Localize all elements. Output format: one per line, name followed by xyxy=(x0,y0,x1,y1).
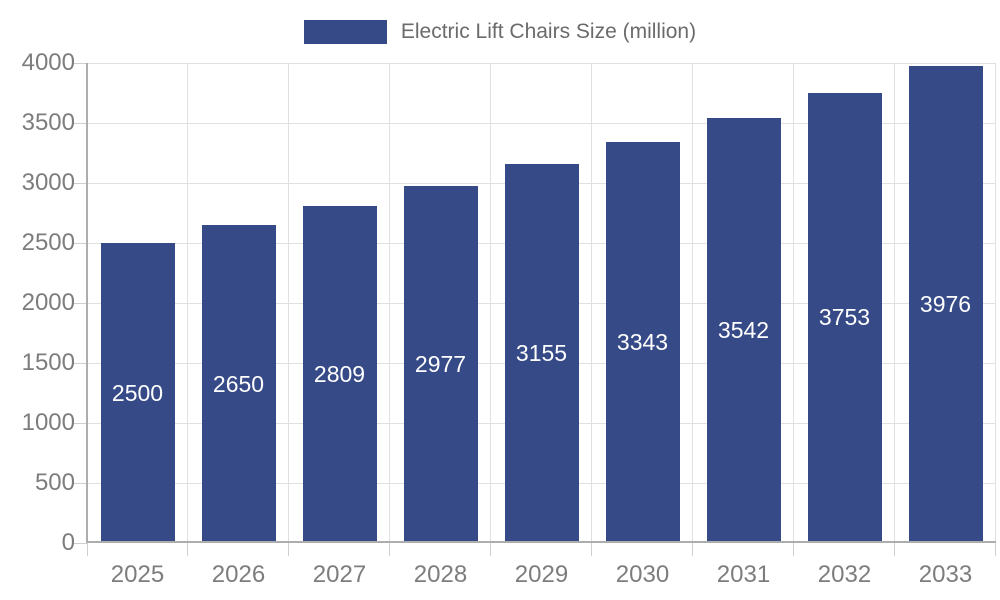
x-axis-label: 2027 xyxy=(312,561,367,588)
bar-value-label: 2650 xyxy=(212,370,265,397)
v-gridline xyxy=(288,63,289,543)
y-axis-tick xyxy=(73,63,87,64)
y-axis-tick xyxy=(73,543,87,544)
x-axis-label: 2025 xyxy=(110,561,165,588)
y-axis-label: 4000 xyxy=(21,49,75,76)
x-axis-tick xyxy=(692,543,693,556)
v-gridline xyxy=(389,63,390,543)
x-axis-tick xyxy=(894,543,895,556)
x-axis-tick xyxy=(187,543,188,556)
y-axis-label: 2000 xyxy=(21,289,75,316)
bar-value-label: 3976 xyxy=(919,290,972,317)
y-axis-tick xyxy=(73,243,87,244)
x-axis-label: 2033 xyxy=(918,561,973,588)
bar-value-label: 2500 xyxy=(111,379,164,406)
legend[interactable]: Electric Lift Chairs Size (million) xyxy=(0,19,1000,45)
x-axis-tick xyxy=(389,543,390,556)
bar[interactable]: 3155 xyxy=(504,164,579,543)
bar[interactable]: 3976 xyxy=(908,65,983,543)
y-axis-tick xyxy=(73,483,87,484)
bar[interactable]: 2977 xyxy=(403,185,478,543)
bar-value-label: 2977 xyxy=(414,350,467,377)
v-gridline xyxy=(793,63,794,543)
x-axis-tick xyxy=(591,543,592,556)
h-gridline xyxy=(87,123,996,124)
x-axis-tick xyxy=(793,543,794,556)
y-axis-label: 2500 xyxy=(21,229,75,256)
bar-value-label: 3753 xyxy=(818,304,871,331)
y-axis-tick xyxy=(73,183,87,184)
bar[interactable]: 2809 xyxy=(302,205,377,543)
v-gridline xyxy=(591,63,592,543)
bar-value-label: 2809 xyxy=(313,360,366,387)
bar[interactable]: 3343 xyxy=(605,141,680,543)
h-gridline xyxy=(87,63,996,64)
x-axis-tick xyxy=(87,543,88,556)
x-axis-label: 2032 xyxy=(817,561,872,588)
bar-value-label: 3155 xyxy=(515,340,568,367)
y-axis-label: 3000 xyxy=(21,169,75,196)
x-axis-label: 2029 xyxy=(514,561,569,588)
y-axis-tick xyxy=(73,423,87,424)
x-axis-tick xyxy=(995,543,996,556)
x-axis-label: 2030 xyxy=(615,561,670,588)
v-gridline xyxy=(894,63,895,543)
bar-value-label: 3343 xyxy=(616,328,669,355)
y-axis-label: 500 xyxy=(34,469,75,496)
bar[interactable]: 3753 xyxy=(807,92,882,543)
y-axis-line xyxy=(86,63,88,543)
v-gridline xyxy=(692,63,693,543)
y-axis-label: 0 xyxy=(61,529,75,556)
bar[interactable]: 2650 xyxy=(201,225,276,543)
bar[interactable]: 2500 xyxy=(100,243,175,543)
bar-value-label: 3542 xyxy=(717,316,770,343)
x-axis-label: 2026 xyxy=(211,561,266,588)
legend-label: Electric Lift Chairs Size (million) xyxy=(400,20,697,43)
y-axis-label: 1000 xyxy=(21,409,75,436)
y-axis-label: 3500 xyxy=(21,109,75,136)
legend-swatch xyxy=(303,20,387,44)
x-axis-tick xyxy=(490,543,491,556)
y-axis-label: 1500 xyxy=(21,349,75,376)
y-axis-tick xyxy=(73,123,87,124)
x-axis-line xyxy=(87,541,996,543)
x-axis-label: 2028 xyxy=(413,561,468,588)
v-gridline xyxy=(187,63,188,543)
y-axis-tick xyxy=(73,303,87,304)
bar[interactable]: 3542 xyxy=(706,117,781,543)
x-axis-tick xyxy=(288,543,289,556)
y-axis-tick xyxy=(73,363,87,364)
x-axis-label: 2031 xyxy=(716,561,771,588)
v-gridline xyxy=(490,63,491,543)
v-gridline xyxy=(995,63,996,543)
plot-area: 0 500 1000 1500 2000 2500 3000 3500 4000 2500 2650… xyxy=(22,49,996,588)
